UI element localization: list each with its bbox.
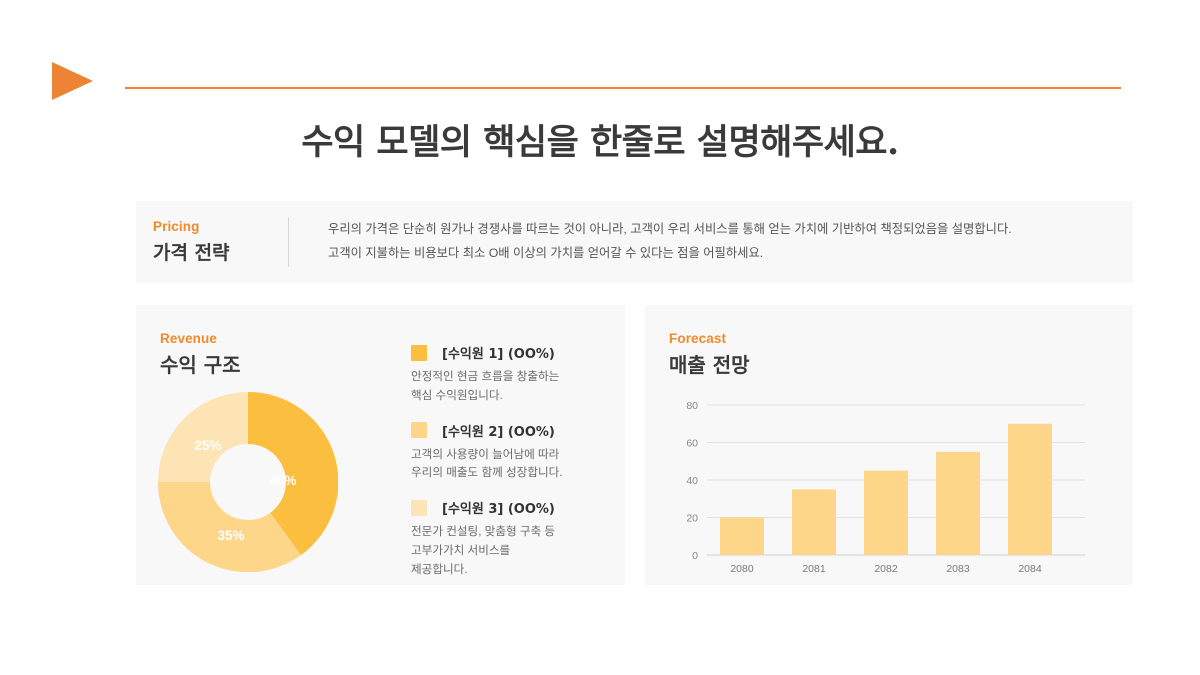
bar-series — [720, 423, 1052, 555]
legend-item: [수익원 3] (OO%) 전문가 컨설팅, 맞춤형 구축 등 고부가가치 서비… — [411, 498, 611, 579]
revenue-heading-group: Revenue 수익 구조 — [160, 331, 241, 378]
legend-swatch-icon — [411, 499, 427, 516]
y-tick-label: 80 — [686, 400, 698, 412]
legend-swatch-icon — [411, 344, 427, 361]
legend-description: 전문가 컨설팅, 맞춤형 구축 등 고부가가치 서비스를 제공합니다. — [411, 523, 611, 579]
legend-description: 안정적인 현금 흐름을 창출하는 핵심 수익원입니다. — [411, 368, 611, 406]
legend-description-line: 우리의 매출도 함께 성장합니다. — [411, 466, 563, 480]
bar — [936, 451, 980, 555]
donut-svg: 40% 35% 25% — [158, 392, 338, 572]
legend-description-line: 고객의 사용량이 늘어남에 따라 — [411, 447, 560, 461]
play-triangle-icon — [52, 62, 93, 100]
legend-title: [수익원 1] (OO%) — [442, 347, 555, 362]
forecast-bar-chart: 80 60 40 20 0 2080 2081 2082 2083 2084 — [645, 305, 1133, 585]
pricing-description-line-2: 고객이 지불하는 비용보다 최소 O배 이상의 가치를 얻어갈 수 있다는 점을… — [328, 246, 764, 260]
legend-description-line: 제공합니다. — [411, 562, 468, 576]
legend-item: [수익원 2] (OO%) 고객의 사용량이 늘어남에 따라 우리의 매출도 함… — [411, 421, 611, 484]
header-rule — [125, 87, 1121, 89]
legend-head: [수익원 2] (OO%) — [411, 421, 611, 440]
donut-label-3: 25% — [194, 438, 221, 453]
page-title: 수익 모델의 핵심을 한줄로 설명해주세요. — [301, 122, 899, 163]
bar — [1008, 423, 1052, 555]
y-axis-ticks: 80 60 40 20 0 — [686, 400, 698, 562]
legend-item: [수익원 1] (OO%) 안정적인 현금 흐름을 창출하는 핵심 수익원입니다… — [411, 343, 611, 406]
legend-description-line: 전문가 컨설팅, 맞춤형 구축 등 — [411, 525, 556, 539]
y-tick-label: 60 — [686, 438, 698, 450]
pricing-heading-group: Pricing 가격 전략 — [136, 219, 288, 265]
revenue-kicker: Revenue — [160, 331, 217, 346]
pricing-description-line-1: 우리의 가격은 단순히 원가나 경쟁사를 따르는 것이 아니라, 고객이 우리 … — [328, 222, 1012, 237]
legend-head: [수익원 1] (OO%) — [411, 343, 611, 362]
pricing-kicker: Pricing — [153, 219, 200, 234]
bar — [720, 517, 764, 555]
donut-label-2: 35% — [217, 528, 244, 543]
bar — [792, 489, 836, 555]
legend-swatch-icon — [411, 422, 427, 439]
x-tick-label: 2084 — [1018, 563, 1042, 575]
x-tick-label: 2082 — [874, 563, 898, 575]
revenue-title-kr: 수익 구조 — [160, 353, 241, 377]
y-tick-label: 40 — [686, 475, 698, 487]
forecast-heading-group: Forecast 매출 전망 — [669, 331, 750, 378]
legend-head: [수익원 3] (OO%) — [411, 498, 611, 517]
y-tick-label: 0 — [692, 550, 698, 562]
pricing-description: 우리의 가격은 단순히 원가나 경쟁사를 따르는 것이 아니라, 고객이 우리 … — [289, 218, 1012, 266]
x-tick-label: 2080 — [730, 563, 754, 575]
legend-description-line: 핵심 수익원입니다. — [411, 388, 503, 402]
bar-chart-svg: 80 60 40 20 0 2080 2081 2082 2083 2084 — [686, 400, 1085, 575]
legend-description: 고객의 사용량이 늘어남에 따라 우리의 매출도 함께 성장합니다. — [411, 446, 611, 484]
revenue-donut-chart: 40% 35% 25% — [158, 392, 338, 572]
x-tick-label: 2083 — [946, 563, 970, 575]
revenue-legend: [수익원 1] (OO%) 안정적인 현금 흐름을 창출하는 핵심 수익원입니다… — [411, 343, 611, 579]
donut-slice-1 — [248, 392, 338, 556]
donut-hole — [210, 444, 286, 520]
legend-title: [수익원 2] (OO%) — [442, 424, 555, 440]
pricing-title-kr: 가격 전략 — [153, 242, 230, 264]
forecast-title-kr: 매출 전망 — [669, 353, 750, 377]
donut-slice-2 — [158, 482, 301, 572]
bar — [864, 470, 908, 555]
legend-description-line: 안정적인 현금 흐름을 창출하는 — [411, 370, 560, 383]
pricing-strip: Pricing 가격 전략 우리의 가격은 단순히 원가나 경쟁사를 따르는 것… — [136, 201, 1133, 283]
x-tick-label: 2081 — [802, 563, 826, 575]
y-tick-label: 20 — [686, 513, 698, 525]
legend-description-line: 고부가가치 서비스를 — [411, 543, 511, 557]
x-axis-ticks: 2080 2081 2082 2083 2084 — [730, 563, 1042, 575]
forecast-kicker: Forecast — [669, 331, 727, 346]
donut-label-1: 40% — [269, 473, 296, 488]
pricing-divider — [288, 217, 289, 267]
legend-title: [수익원 3] (OO%) — [442, 502, 555, 518]
